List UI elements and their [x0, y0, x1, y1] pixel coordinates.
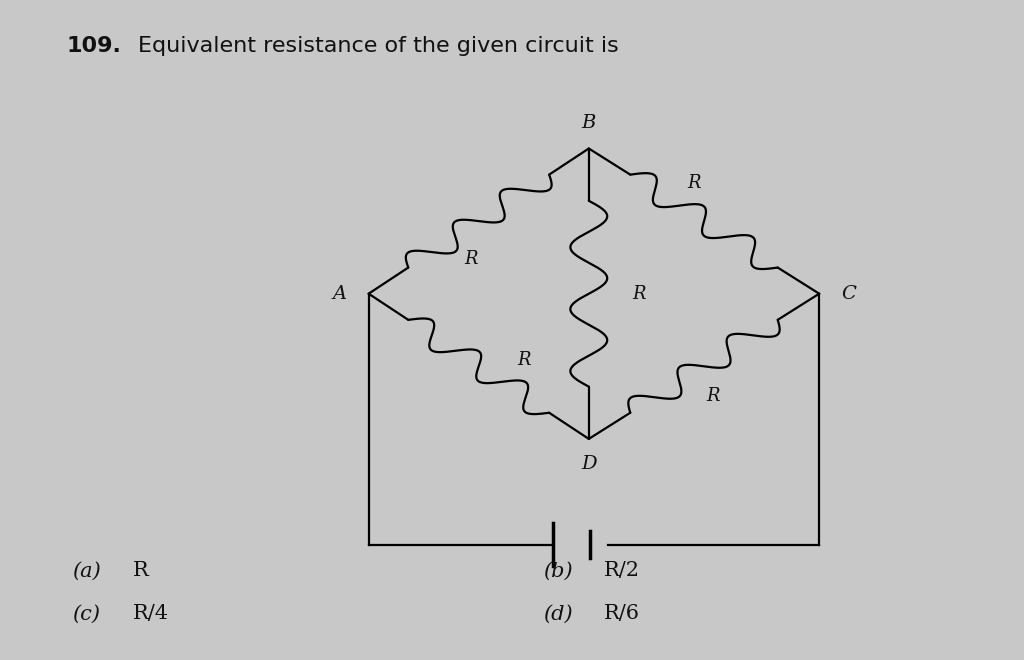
Text: (c): (c)	[72, 605, 99, 623]
Text: R: R	[706, 387, 720, 405]
Text: (d): (d)	[543, 605, 572, 623]
Text: R/6: R/6	[604, 605, 640, 623]
Text: C: C	[842, 284, 857, 303]
Text: (a): (a)	[72, 562, 100, 580]
Text: Equivalent resistance of the given circuit is: Equivalent resistance of the given circu…	[138, 36, 618, 56]
Text: B: B	[582, 114, 596, 132]
Text: R: R	[688, 174, 701, 192]
Text: R: R	[517, 351, 530, 370]
Text: A: A	[332, 284, 346, 303]
Text: R/4: R/4	[133, 605, 169, 623]
Text: R: R	[632, 284, 645, 303]
Text: 109.: 109.	[67, 36, 122, 56]
Text: R/2: R/2	[604, 562, 640, 580]
Text: (b): (b)	[543, 562, 572, 580]
Text: D: D	[581, 455, 597, 473]
Text: R: R	[133, 562, 148, 580]
Text: R: R	[465, 250, 478, 268]
